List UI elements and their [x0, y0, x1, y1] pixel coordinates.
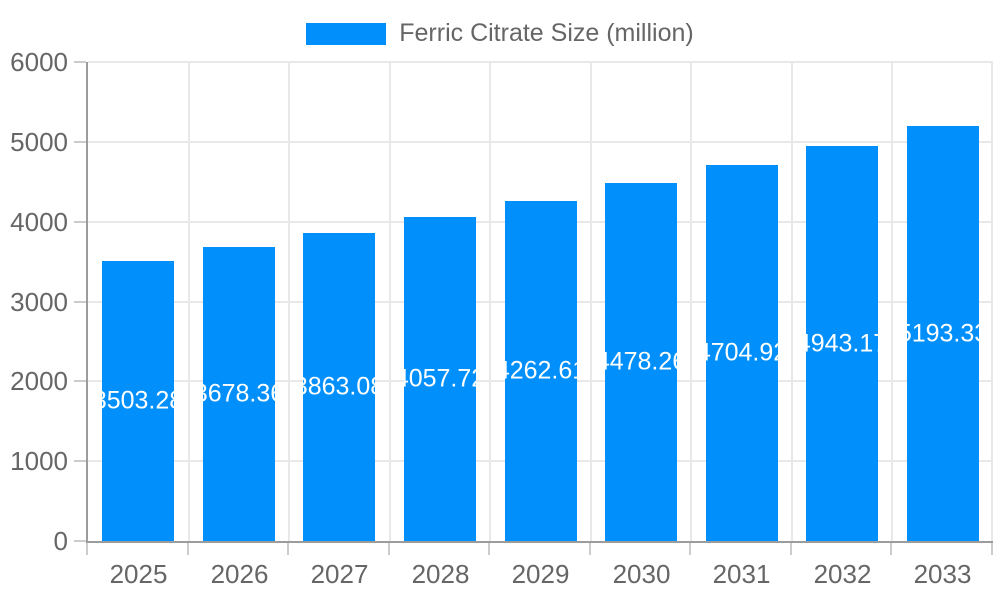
bar[interactable]: 4262.61: [505, 201, 577, 541]
bar-value-label: 4943.17: [806, 329, 878, 357]
gridline-vertical: [991, 62, 993, 541]
x-axis-tick: [890, 543, 892, 555]
y-axis-label: 1000: [10, 446, 68, 476]
bar-value-label: 3678.36: [203, 379, 275, 408]
x-axis-label: 2032: [813, 559, 872, 589]
x-axis-label: 2026: [210, 559, 269, 589]
gridline-vertical: [690, 62, 692, 541]
y-axis-tick: [74, 61, 86, 63]
x-axis-tick: [388, 543, 390, 555]
bar-value-label: 4478.26: [605, 347, 677, 376]
x-axis-label: 2033: [913, 559, 972, 589]
gridline-vertical: [590, 62, 592, 541]
legend: Ferric Citrate Size (million): [0, 19, 1000, 48]
legend-label: Ferric Citrate Size (million): [399, 19, 694, 47]
bar[interactable]: 4943.17: [806, 146, 878, 541]
gridline-vertical: [791, 62, 793, 541]
bar-value-label: 4057.72: [404, 364, 476, 393]
y-axis-label: 0: [53, 526, 68, 556]
x-axis-tick: [187, 543, 189, 555]
y-axis-tick: [74, 460, 86, 462]
bar[interactable]: 5193.33: [907, 126, 979, 541]
y-axis-tick: [74, 141, 86, 143]
y-axis-tick: [74, 380, 86, 382]
gridline-horizontal: [88, 141, 993, 143]
gridline-vertical: [288, 62, 290, 541]
bar[interactable]: 3678.36: [203, 247, 275, 541]
bar-value-label: 3503.28: [102, 386, 174, 415]
x-axis-label: 2031: [712, 559, 771, 589]
gridline-vertical: [489, 62, 491, 541]
gridline-vertical: [188, 62, 190, 541]
x-axis-label: 2027: [310, 559, 369, 589]
x-axis-tick: [991, 543, 993, 555]
bar-value-label: 4704.92: [706, 338, 778, 367]
y-axis-tick: [74, 301, 86, 303]
bar[interactable]: 4704.92: [706, 165, 778, 541]
x-axis-label: 2025: [109, 559, 168, 589]
bar-value-label: 5193.33: [907, 319, 979, 347]
legend-swatch: [306, 22, 387, 45]
gridline-vertical: [891, 62, 893, 541]
y-axis-label: 3000: [10, 287, 68, 317]
y-axis-label: 4000: [10, 207, 68, 237]
bar[interactable]: 3503.28: [102, 261, 174, 541]
x-axis-label: 2030: [612, 559, 671, 589]
x-axis-label: 2028: [411, 559, 470, 589]
y-axis-tick: [74, 221, 86, 223]
x-axis-tick: [287, 543, 289, 555]
x-axis-tick: [86, 543, 88, 555]
x-axis-label: 2029: [511, 559, 570, 589]
y-axis-label: 2000: [10, 366, 68, 396]
y-axis-label: 5000: [10, 127, 68, 157]
bar-value-label: 4262.61: [505, 356, 577, 385]
gridline-horizontal: [88, 61, 993, 63]
gridline-vertical: [389, 62, 391, 541]
x-axis-tick: [589, 543, 591, 555]
bar[interactable]: 4478.26: [605, 183, 677, 541]
y-axis-label: 6000: [10, 47, 68, 77]
x-axis-tick: [689, 543, 691, 555]
legend-item[interactable]: Ferric Citrate Size (million): [306, 19, 694, 48]
y-axis-tick: [74, 540, 86, 542]
x-axis-tick: [488, 543, 490, 555]
bar[interactable]: 4057.72: [404, 217, 476, 541]
x-axis-tick: [790, 543, 792, 555]
